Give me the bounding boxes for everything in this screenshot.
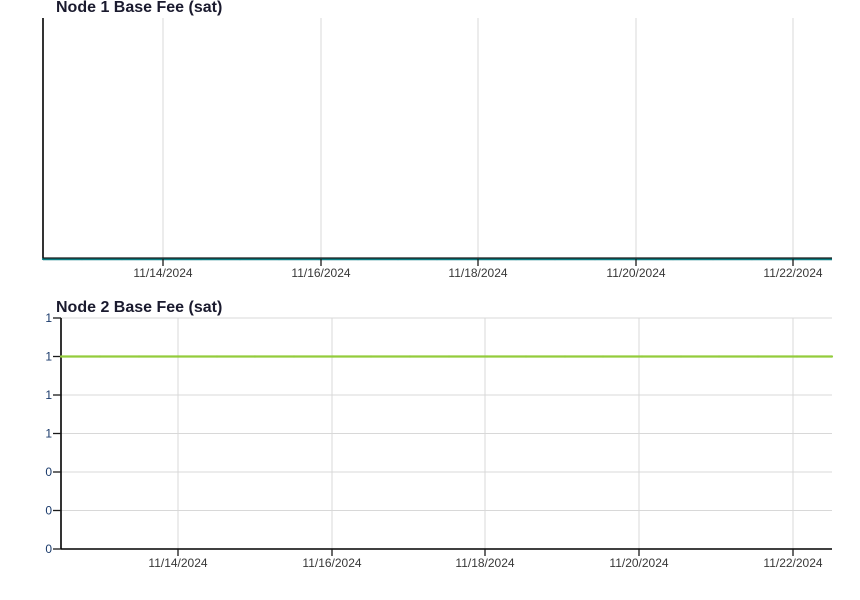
svg-text:11/18/2024: 11/18/2024 [455, 556, 514, 570]
svg-text:11/22/2024: 11/22/2024 [763, 266, 822, 280]
svg-text:11/20/2024: 11/20/2024 [606, 266, 665, 280]
svg-text:11/22/2024: 11/22/2024 [763, 556, 822, 570]
svg-text:11/16/2024: 11/16/2024 [291, 266, 350, 280]
svg-text:1: 1 [45, 311, 52, 325]
svg-text:1: 1 [45, 427, 52, 441]
svg-text:11/14/2024: 11/14/2024 [148, 556, 207, 570]
svg-text:11/16/2024: 11/16/2024 [302, 556, 361, 570]
svg-text:1: 1 [45, 350, 52, 364]
svg-text:0: 0 [45, 542, 52, 556]
svg-text:11/18/2024: 11/18/2024 [448, 266, 507, 280]
svg-text:11/14/2024: 11/14/2024 [133, 266, 192, 280]
svg-text:11/20/2024: 11/20/2024 [609, 556, 668, 570]
svg-text:1: 1 [45, 388, 52, 402]
svg-text:0: 0 [45, 504, 52, 518]
svg-text:0: 0 [45, 465, 52, 479]
